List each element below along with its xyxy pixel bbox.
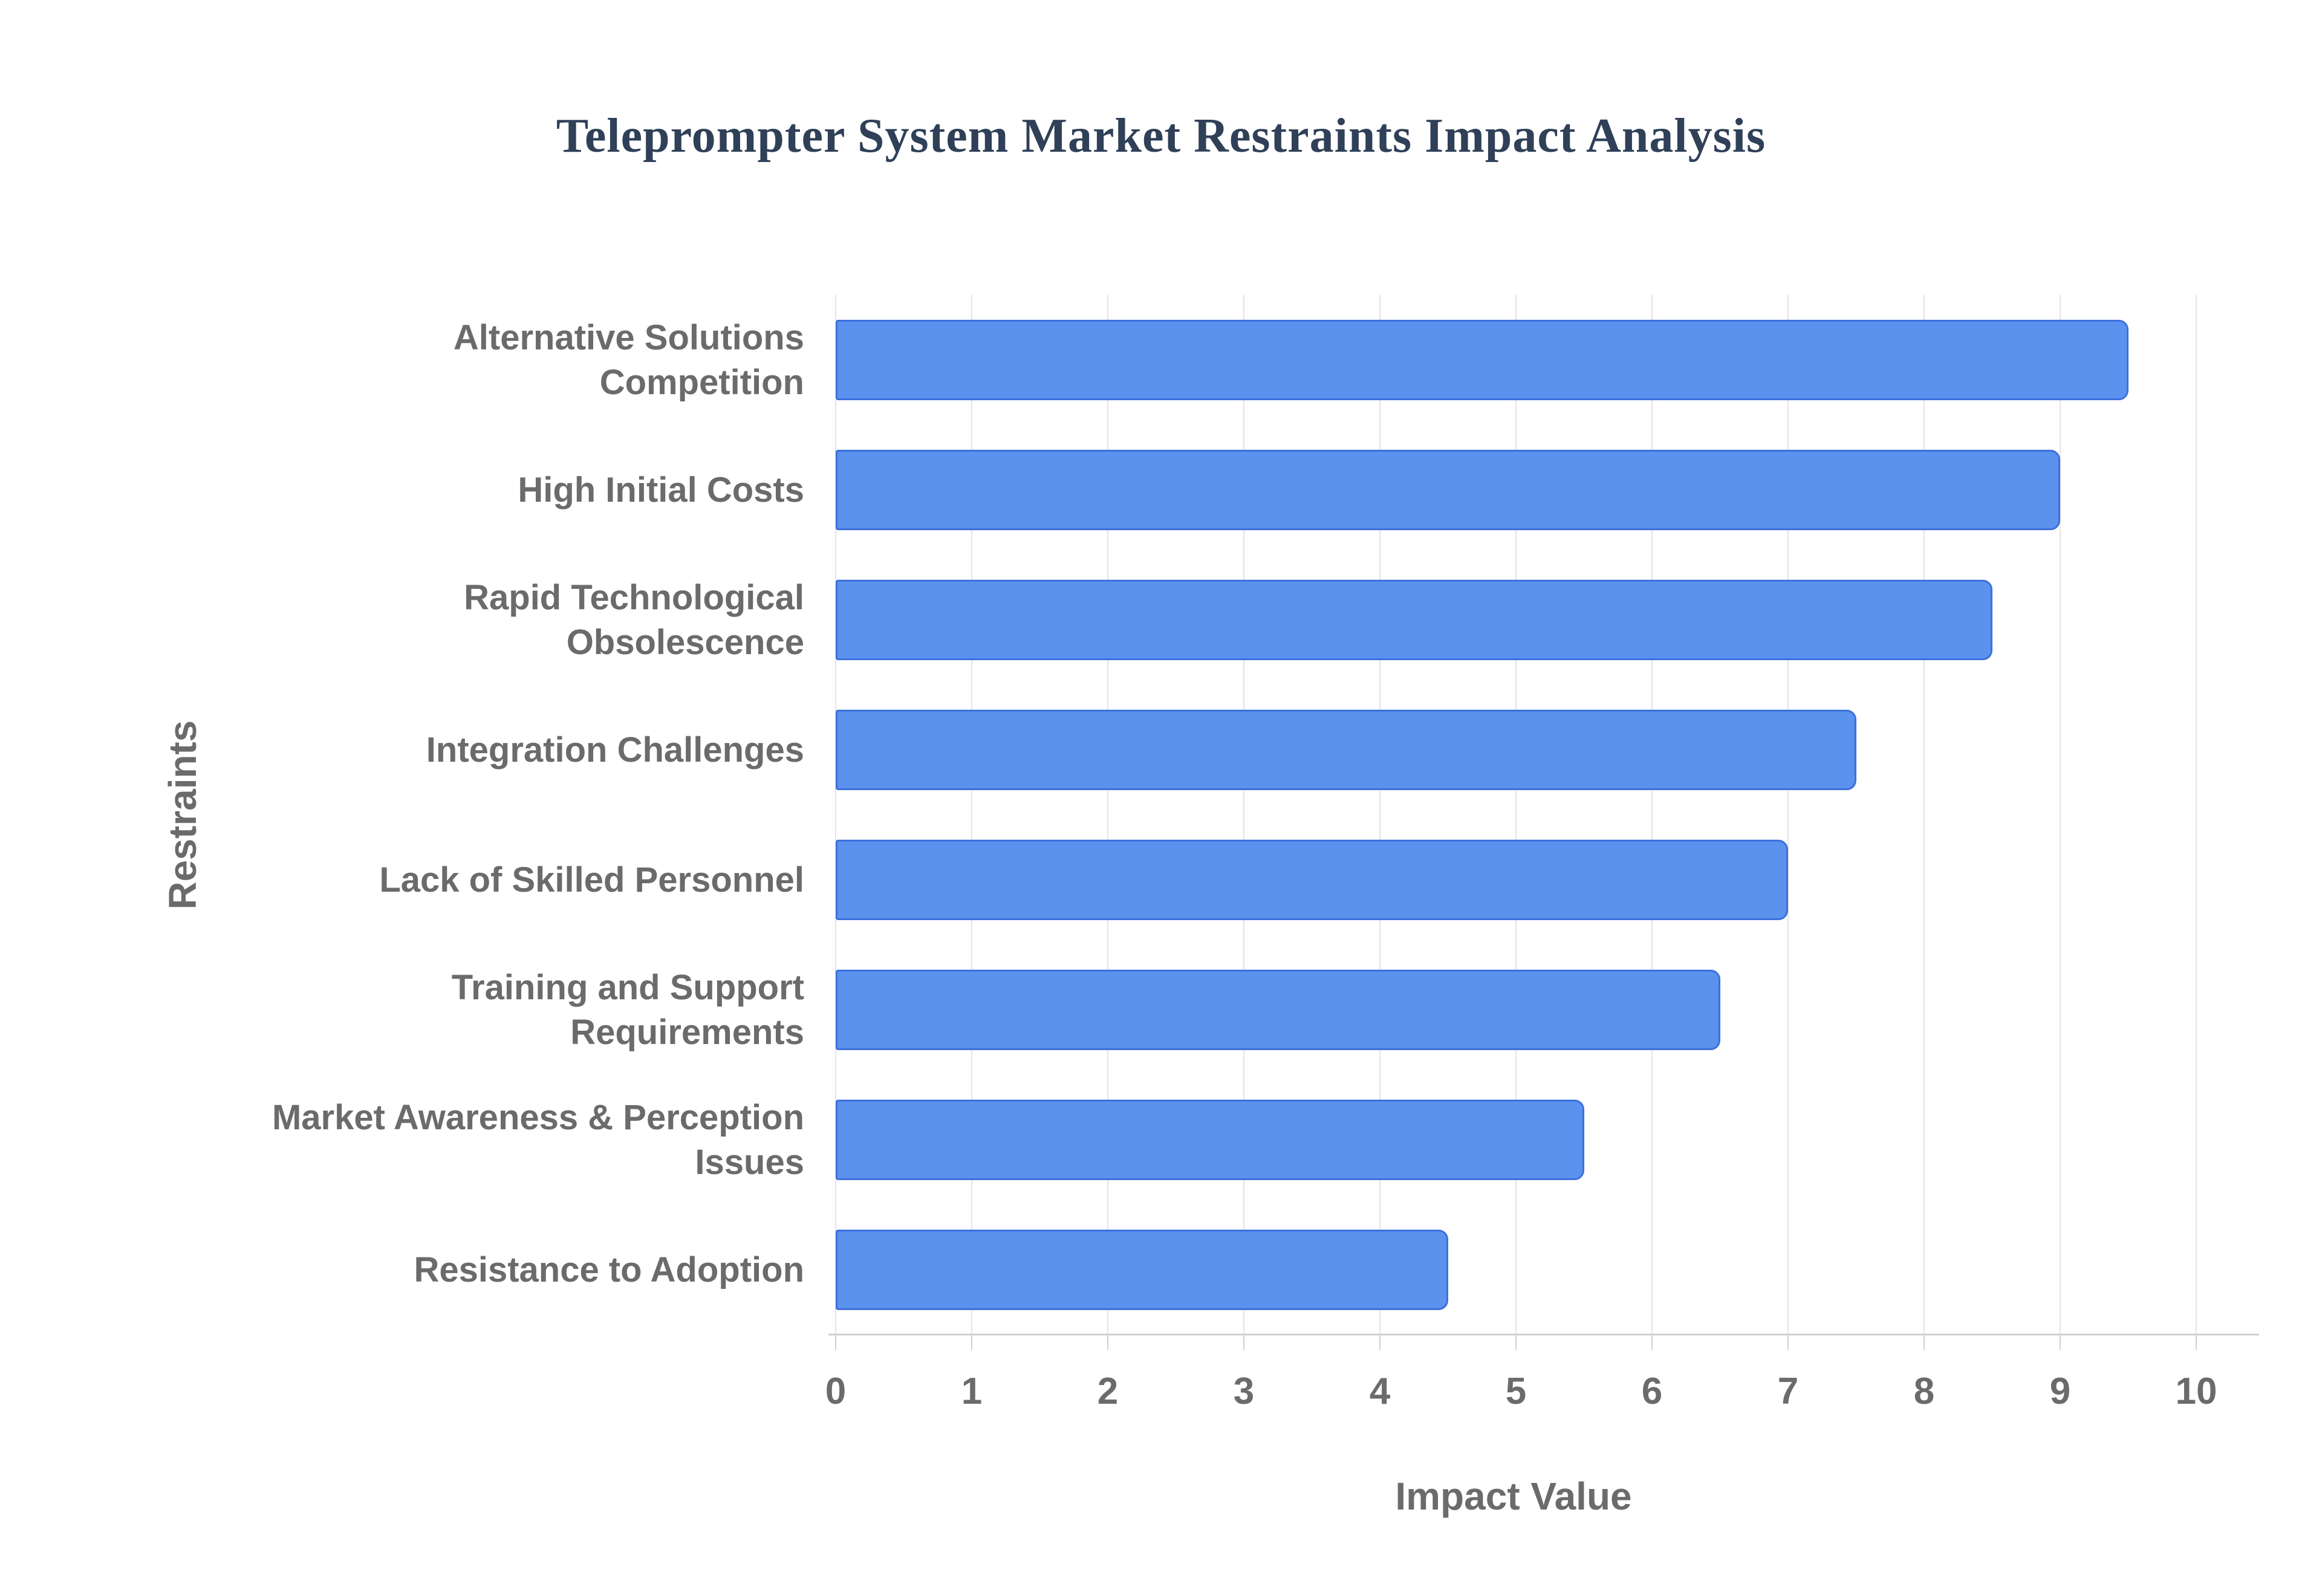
gridline-4 xyxy=(1379,295,1381,1335)
category-label: Integration Challenges xyxy=(426,730,804,770)
bar-6[interactable] xyxy=(836,970,1720,1050)
category-label: High Initial Costs xyxy=(518,470,804,510)
gridline-9 xyxy=(2060,295,2061,1335)
tick-label-1: 1 xyxy=(961,1371,983,1412)
tick-label-6: 6 xyxy=(1641,1371,1663,1412)
bar-5[interactable] xyxy=(836,840,1788,920)
gridline-5 xyxy=(1515,295,1517,1335)
tick-label-2: 2 xyxy=(1097,1371,1119,1412)
gridline-6 xyxy=(1651,295,1653,1335)
gridline-8 xyxy=(1924,295,1925,1335)
axis-tick-3 xyxy=(1243,1335,1244,1350)
chart-title: Teleprompter System Market Restraints Im… xyxy=(556,109,1766,163)
gridline-1 xyxy=(971,295,972,1335)
category-label: Training and Support Requirements xyxy=(451,968,804,1052)
tick-label-4: 4 xyxy=(1369,1371,1391,1412)
tick-label-10: 10 xyxy=(2175,1371,2217,1412)
axis-tick-9 xyxy=(2060,1335,2061,1350)
gridline-2 xyxy=(1107,295,1108,1335)
gridline-3 xyxy=(1243,295,1244,1335)
tick-label-3: 3 xyxy=(1233,1371,1255,1412)
tick-label-9: 9 xyxy=(2049,1371,2071,1412)
category-label: Alternative Solutions Competition xyxy=(453,318,804,402)
axis-tick-5 xyxy=(1515,1335,1517,1350)
category-label: Market Awareness & Perception Issues xyxy=(272,1098,804,1182)
y-axis-title: Restraints xyxy=(161,720,204,910)
category-label: Rapid Technological Obsolescence xyxy=(464,578,804,662)
bar-3[interactable] xyxy=(836,580,1992,660)
tick-label-0: 0 xyxy=(825,1371,847,1412)
bar-4[interactable] xyxy=(836,710,1856,790)
tick-label-7: 7 xyxy=(1777,1371,1799,1412)
bar-2[interactable] xyxy=(836,450,2060,530)
axis-tick-0 xyxy=(835,1335,836,1350)
axis-tick-4 xyxy=(1379,1335,1381,1350)
bar-1[interactable] xyxy=(836,320,2128,400)
gridline-0 xyxy=(835,295,836,1335)
plot-area xyxy=(835,295,2197,1335)
axis-tick-8 xyxy=(1924,1335,1925,1350)
gridline-7 xyxy=(1787,295,1789,1335)
gridline-10 xyxy=(2196,295,2197,1335)
x-axis-line xyxy=(828,1334,2259,1335)
category-label: Lack of Skilled Personnel xyxy=(379,860,804,900)
bar-7[interactable] xyxy=(836,1100,1584,1180)
axis-tick-7 xyxy=(1787,1335,1789,1350)
tick-label-8: 8 xyxy=(1913,1371,1935,1412)
x-axis-title: Impact Value xyxy=(1395,1474,1632,1518)
tick-label-5: 5 xyxy=(1505,1371,1527,1412)
axis-tick-1 xyxy=(971,1335,972,1350)
axis-tick-2 xyxy=(1107,1335,1108,1350)
axis-tick-10 xyxy=(2196,1335,2197,1350)
axis-tick-6 xyxy=(1651,1335,1653,1350)
category-label: Resistance to Adoption xyxy=(414,1250,804,1289)
bar-8[interactable] xyxy=(836,1230,1448,1310)
